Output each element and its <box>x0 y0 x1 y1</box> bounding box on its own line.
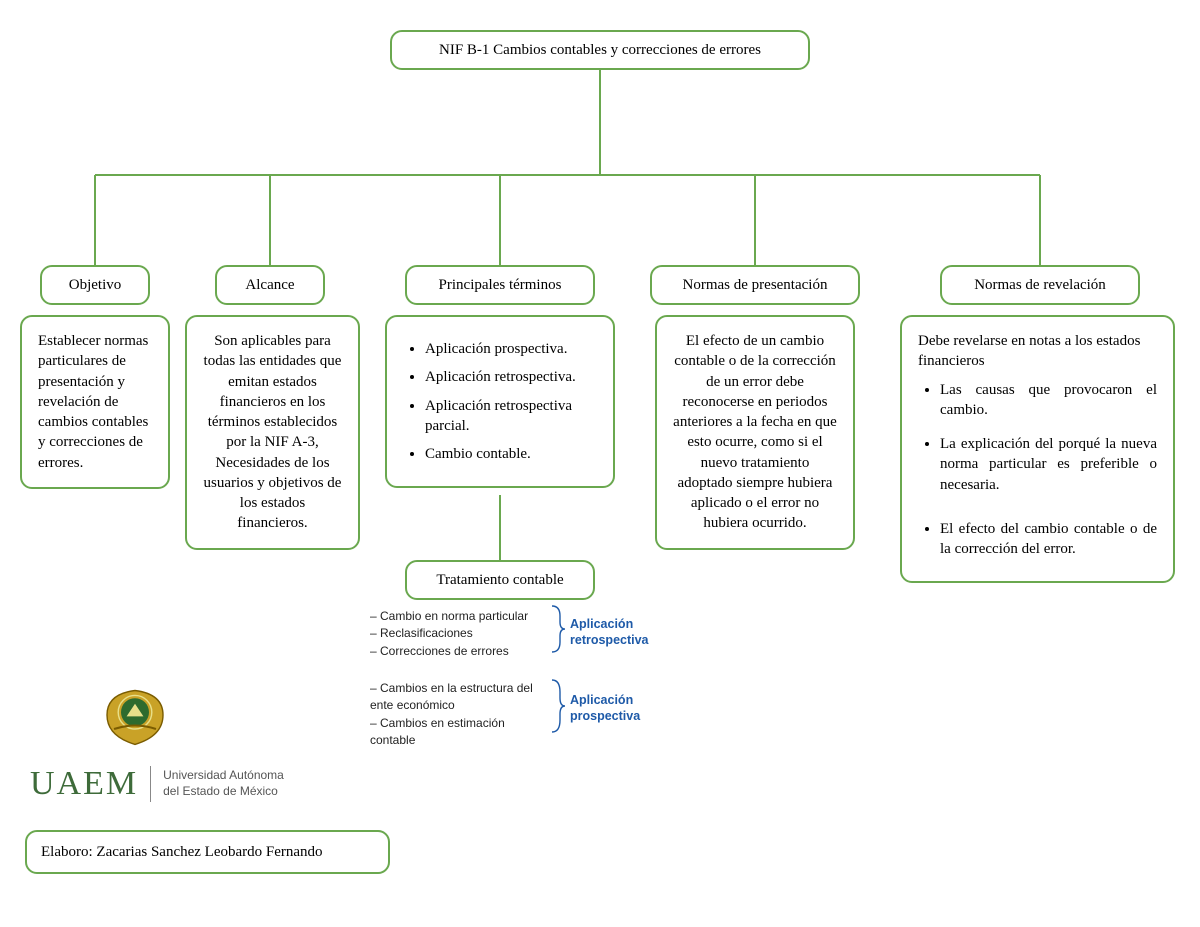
uaem-name: Universidad Autónoma del Estado de Méxic… <box>163 768 284 799</box>
list-item: Cambios en estimación contable <box>370 715 550 750</box>
uaem-logo-block: UAEM Universidad Autónoma del Estado de … <box>30 680 370 803</box>
branch-header-terminos: Principales términos <box>405 265 595 305</box>
tc-group-2-items: Cambios en la estructura del ente económ… <box>370 680 550 750</box>
brace-icon <box>548 678 566 734</box>
text: del Estado de México <box>163 784 284 800</box>
tc-group-1-label: Aplicación retrospectiva <box>570 616 660 649</box>
label: Normas de presentación <box>683 277 828 293</box>
divider <box>150 766 151 802</box>
label: Objetivo <box>69 277 122 293</box>
text: El efecto de un cambio contable o de la … <box>673 333 837 531</box>
revelacion-list: Las causas que provocaron el cambio. La … <box>918 380 1157 560</box>
credit-label: Elaboro: Zacarias Sanchez Leobardo Ferna… <box>41 844 323 860</box>
label: Normas de revelación <box>974 277 1106 293</box>
branch-content-terminos: Aplicación prospectiva. Aplicación retro… <box>385 315 615 488</box>
crest-icon <box>100 680 170 750</box>
root-title: NIF B-1 Cambios contables y correcciones… <box>439 42 761 58</box>
intro-text: Debe revelarse en notas a los estados fi… <box>918 331 1157 372</box>
list-item: Cambio contable. <box>425 444 597 464</box>
branch-header-objetivo: Objetivo <box>40 265 150 305</box>
list-item: Aplicación retrospectiva. <box>425 367 597 387</box>
branch-content-presentacion: El efecto de un cambio contable o de la … <box>655 315 855 550</box>
uaem-acronym: UAEM <box>30 765 138 803</box>
tc-group-2-label: Aplicación prospectiva <box>570 692 660 725</box>
branch-content-alcance: Son aplicables para todas las entidades … <box>185 315 360 550</box>
text: Cambios en la estructura del ente económ… <box>370 681 533 712</box>
root-node: NIF B-1 Cambios contables y correcciones… <box>390 30 810 70</box>
sub-header-tratamiento: Tratamiento contable <box>405 560 595 600</box>
list-item: El efecto del cambio contable o de la co… <box>940 519 1157 560</box>
branch-header-revelacion: Normas de revelación <box>940 265 1140 305</box>
text: Universidad Autónoma <box>163 768 284 784</box>
branch-header-presentacion: Normas de presentación <box>650 265 860 305</box>
list-item: Las causas que provocaron el cambio. <box>940 380 1157 421</box>
text: Cambios en estimación contable <box>370 716 505 747</box>
list-item: Aplicación prospectiva. <box>425 339 597 359</box>
branch-content-revelacion: Debe revelarse en notas a los estados fi… <box>900 315 1175 583</box>
text: Son aplicables para todas las entidades … <box>204 333 342 531</box>
credit-box: Elaboro: Zacarias Sanchez Leobardo Ferna… <box>25 830 390 874</box>
list-item: Cambios en la estructura del ente económ… <box>370 680 550 715</box>
tc-group-1-items: Cambio en norma particular Reclasificaci… <box>370 608 550 660</box>
list-item: Cambio en norma particular <box>370 608 550 625</box>
brace-icon <box>548 604 566 654</box>
list-item: La explicación del porqué la nueva norma… <box>940 434 1157 495</box>
list-item: Reclasificaciones <box>370 625 550 642</box>
terminos-list: Aplicación prospectiva. Aplicación retro… <box>403 339 597 464</box>
branch-content-objetivo: Establecer normas particulares de presen… <box>20 315 170 489</box>
text: Establecer normas particulares de presen… <box>38 333 148 471</box>
list-item: Aplicación retrospectiva parcial. <box>425 396 597 437</box>
label: Alcance <box>245 277 294 293</box>
label: Principales términos <box>439 277 562 293</box>
label: Tratamiento contable <box>436 572 563 588</box>
list-item: Correcciones de errores <box>370 643 550 660</box>
branch-header-alcance: Alcance <box>215 265 325 305</box>
